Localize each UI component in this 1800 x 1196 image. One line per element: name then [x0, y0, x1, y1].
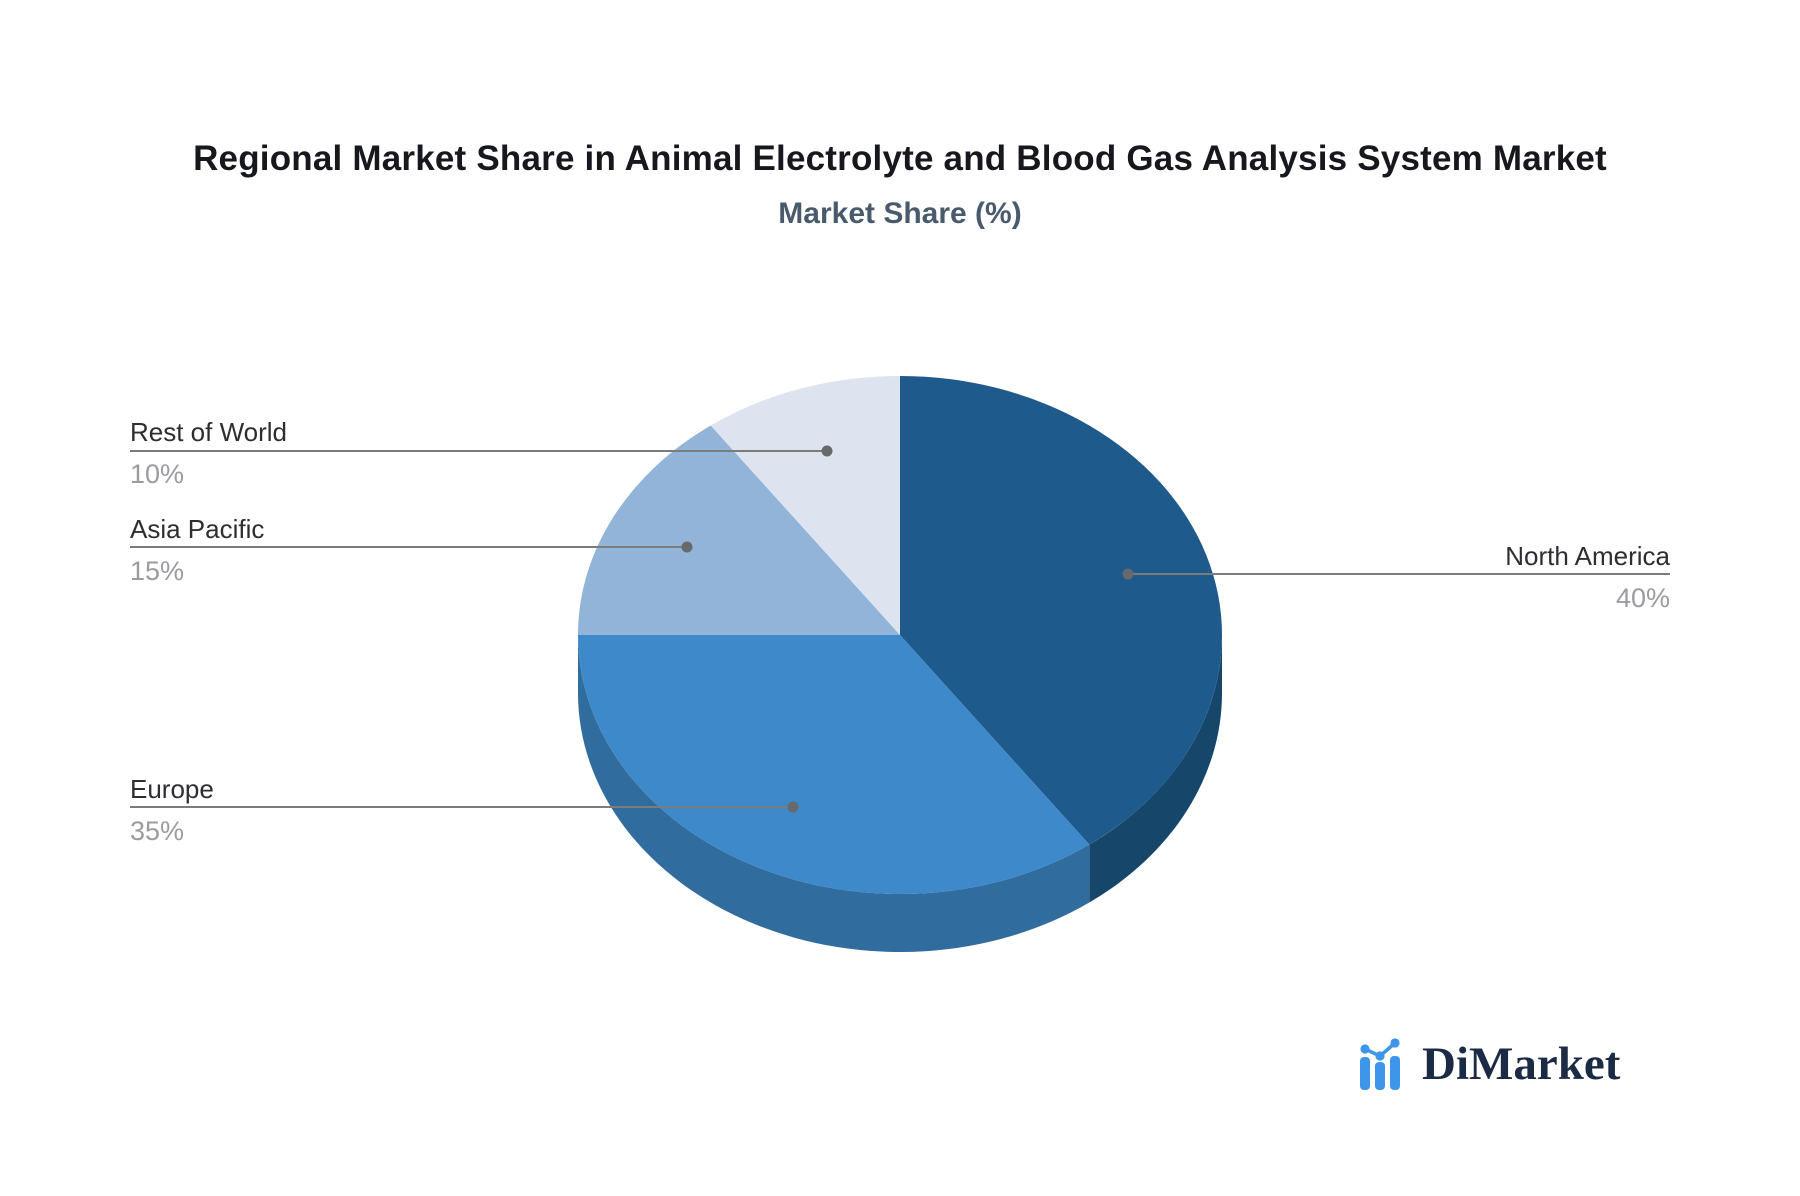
leader-dot-europe [787, 801, 799, 813]
slice-pct-europe: 35% [130, 816, 185, 846]
pie-slice-side-north-america [1089, 635, 1222, 903]
pie-slice-rest-of-world[interactable] [710, 376, 900, 635]
leader-dot-asia-pacific [681, 541, 693, 553]
slice-label-north-america: North America [1505, 541, 1670, 571]
slice-pct-rest-of-world: 10% [130, 459, 185, 489]
leader-dot-rest-of-world [821, 445, 833, 457]
pie-slice-side-europe [578, 635, 1090, 953]
slice-pct-asia-pacific: 15% [130, 556, 185, 586]
slice-label-rest-of-world: Rest of World [130, 417, 288, 447]
slice-label-asia-pacific: Asia Pacific [130, 514, 265, 544]
chart-subtitle: Market Share (%) [778, 197, 1022, 230]
pie-slice-asia-pacific[interactable] [577, 425, 900, 635]
slice-pct-north-america: 40% [1615, 583, 1670, 613]
bar-chart-icon [1360, 1038, 1400, 1090]
chart-title: Regional Market Share in Animal Electrol… [193, 139, 1607, 178]
brand-logo-text: DiMarket [1422, 1038, 1621, 1090]
slice-label-europe: Europe [130, 774, 214, 804]
leader-lines [130, 445, 1670, 813]
brand-logo[interactable]: DiMarket [1358, 1036, 1620, 1092]
leader-dot-north-america [1122, 568, 1134, 580]
pie-slice-north-america[interactable] [900, 376, 1223, 845]
pie-slice-europe[interactable] [578, 635, 1090, 895]
